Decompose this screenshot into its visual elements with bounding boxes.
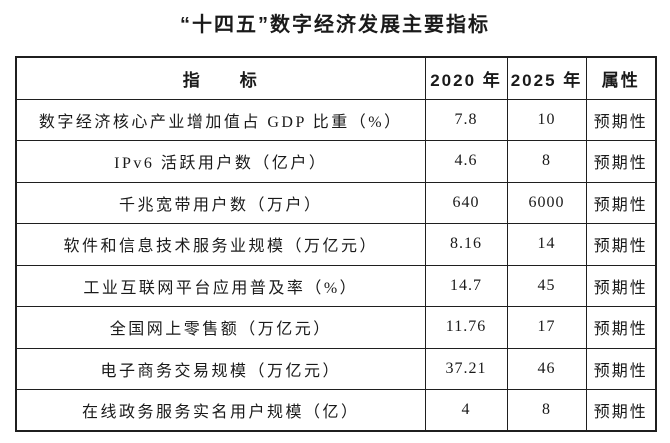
indicator-cell: 在线政务服务实名用户规模（亿） xyxy=(15,389,426,432)
table-row: 全国网上零售额（万亿元） 11.76 17 预期性 xyxy=(15,306,657,349)
value-2020-cell: 11.76 xyxy=(424,306,508,349)
value-2025-cell: 8 xyxy=(506,389,587,432)
value-2025-cell: 45 xyxy=(506,264,587,307)
indicator-cell: 千兆宽带用户数（万户） xyxy=(15,181,426,224)
indicator-cell: 电子商务交易规模（万亿元） xyxy=(15,347,426,390)
table-row: 软件和信息技术服务业规模（万亿元） 8.16 14 预期性 xyxy=(15,223,657,266)
table-header-row: 指 标 2020 年 2025 年 属性 xyxy=(15,56,657,100)
column-header-2025: 2025 年 xyxy=(506,56,587,100)
page-title: “十四五”数字经济发展主要指标 xyxy=(180,14,490,36)
value-2020-cell: 37.21 xyxy=(424,347,508,390)
column-header-attribute: 属性 xyxy=(585,56,657,100)
indicators-table: 指 标 2020 年 2025 年 属性 数字经济核心产业增加值占 GDP 比重… xyxy=(15,56,657,432)
attribute-cell: 预期性 xyxy=(585,347,657,390)
indicator-cell: IPv6 活跃用户数（亿户） xyxy=(15,140,426,183)
value-2025-cell: 6000 xyxy=(506,181,587,224)
attribute-cell: 预期性 xyxy=(585,181,657,224)
value-2025-cell: 17 xyxy=(506,306,587,349)
value-2025-cell: 14 xyxy=(506,223,587,266)
value-2020-cell: 7.8 xyxy=(424,98,508,141)
attribute-cell: 预期性 xyxy=(585,264,657,307)
table-row: IPv6 活跃用户数（亿户） 4.6 8 预期性 xyxy=(15,140,657,183)
value-2020-cell: 4.6 xyxy=(424,140,508,183)
indicator-cell: 工业互联网平台应用普及率（%） xyxy=(15,264,426,307)
value-2020-cell: 640 xyxy=(424,181,508,224)
column-header-indicator: 指 标 xyxy=(15,56,426,100)
attribute-cell: 预期性 xyxy=(585,306,657,349)
column-header-2020: 2020 年 xyxy=(424,56,508,100)
indicator-cell: 软件和信息技术服务业规模（万亿元） xyxy=(15,223,426,266)
value-2020-cell: 4 xyxy=(424,389,508,432)
value-2025-cell: 46 xyxy=(506,347,587,390)
attribute-cell: 预期性 xyxy=(585,140,657,183)
indicator-cell: 全国网上零售额（万亿元） xyxy=(15,306,426,349)
attribute-cell: 预期性 xyxy=(585,223,657,266)
value-2020-cell: 14.7 xyxy=(424,264,508,307)
table-row: 千兆宽带用户数（万户） 640 6000 预期性 xyxy=(15,181,657,224)
table-row: 数字经济核心产业增加值占 GDP 比重（%） 7.8 10 预期性 xyxy=(15,98,657,141)
value-2025-cell: 10 xyxy=(506,98,587,141)
value-2025-cell: 8 xyxy=(506,140,587,183)
value-2020-cell: 8.16 xyxy=(424,223,508,266)
indicator-cell: 数字经济核心产业增加值占 GDP 比重（%） xyxy=(15,98,426,141)
table-row: 在线政务服务实名用户规模（亿） 4 8 预期性 xyxy=(15,389,657,432)
table-row: 工业互联网平台应用普及率（%） 14.7 45 预期性 xyxy=(15,264,657,307)
attribute-cell: 预期性 xyxy=(585,98,657,141)
attribute-cell: 预期性 xyxy=(585,389,657,432)
table-row: 电子商务交易规模（万亿元） 37.21 46 预期性 xyxy=(15,347,657,390)
